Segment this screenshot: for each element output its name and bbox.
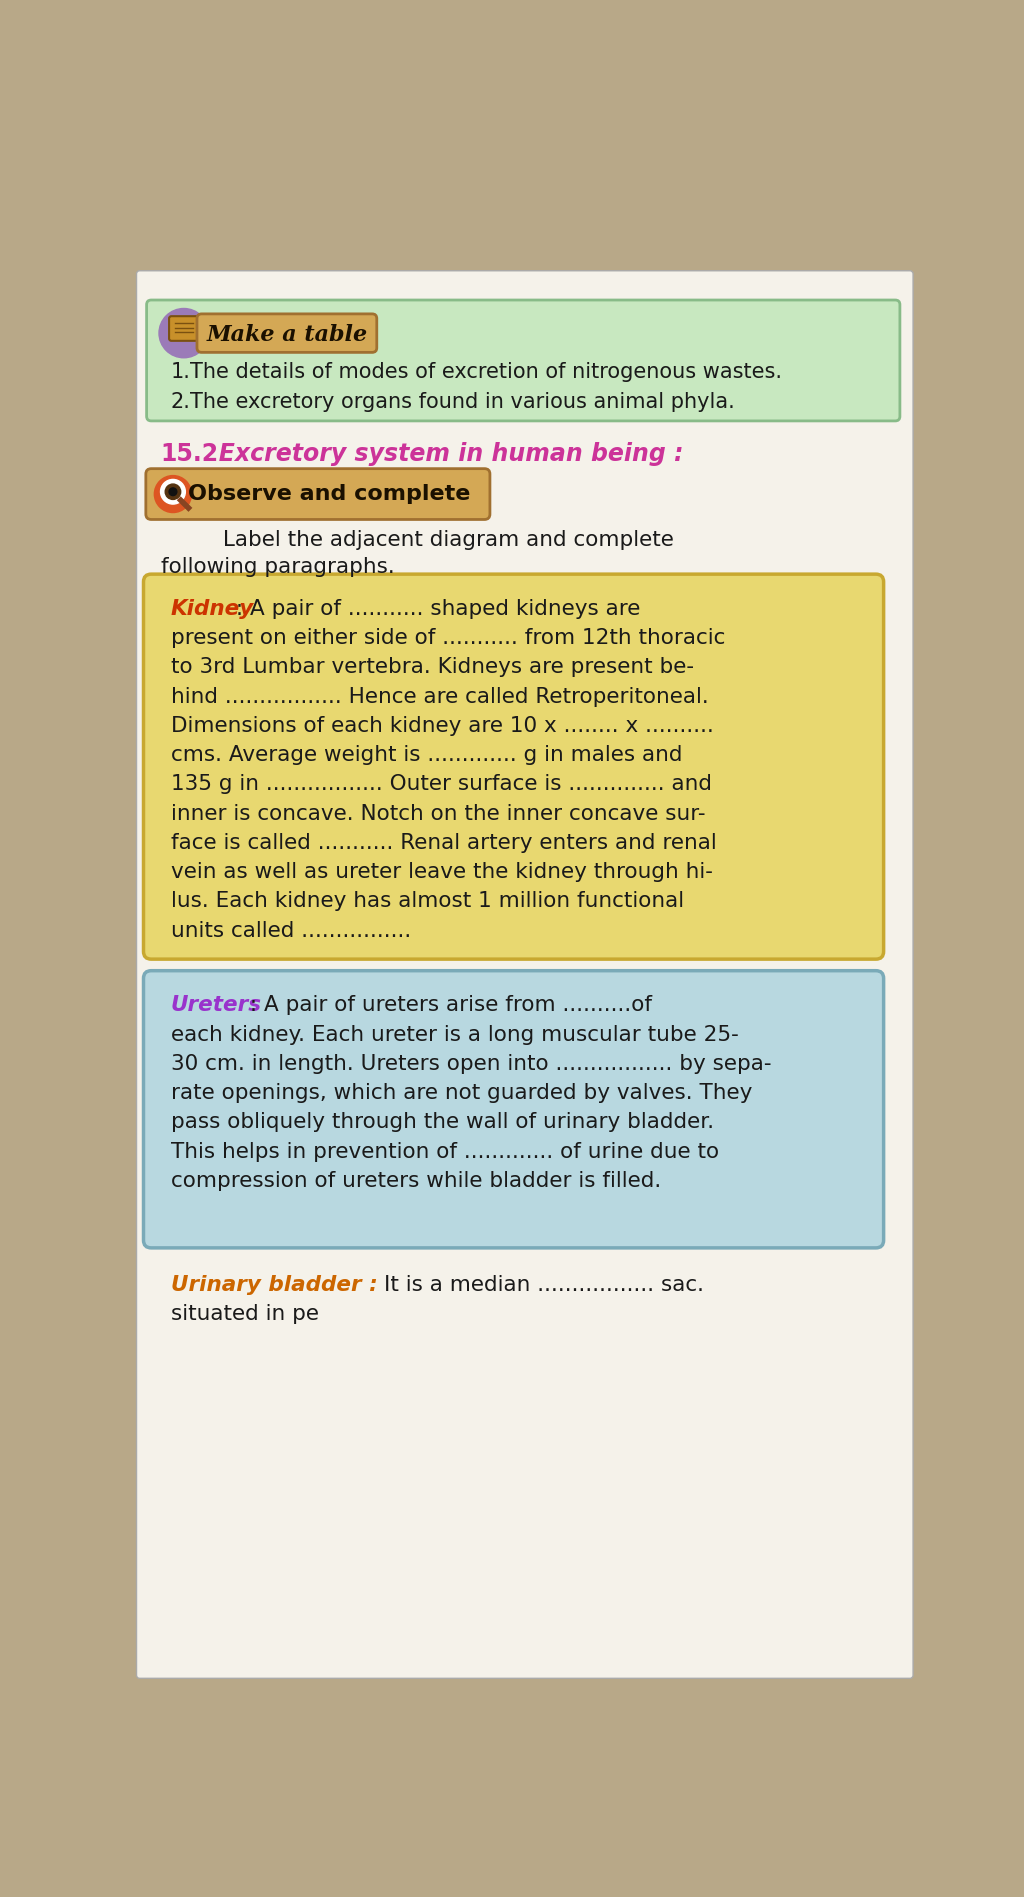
FancyBboxPatch shape — [143, 971, 884, 1248]
Text: This helps in prevention of ............. of urine due to: This helps in prevention of ............… — [171, 1142, 719, 1161]
Text: Urinary bladder :: Urinary bladder : — [171, 1275, 378, 1296]
FancyBboxPatch shape — [146, 300, 900, 421]
Text: inner is concave. Notch on the inner concave sur-: inner is concave. Notch on the inner con… — [171, 804, 706, 823]
Text: lus. Each kidney has almost 1 million functional: lus. Each kidney has almost 1 million fu… — [171, 892, 684, 911]
Text: rate openings, which are not guarded by valves. They: rate openings, which are not guarded by … — [171, 1083, 752, 1104]
Circle shape — [155, 476, 191, 512]
Text: 1.: 1. — [171, 362, 190, 383]
Text: Observe and complete: Observe and complete — [188, 484, 471, 505]
Text: vein as well as ureter leave the kidney through hi-: vein as well as ureter leave the kidney … — [171, 861, 713, 882]
Text: Label the adjacent diagram and complete: Label the adjacent diagram and complete — [161, 531, 674, 550]
Text: It is a median ................. sac.: It is a median ................. sac. — [384, 1275, 703, 1296]
FancyBboxPatch shape — [169, 317, 199, 341]
FancyBboxPatch shape — [136, 271, 913, 1679]
Text: 30 cm. in length. Ureters open into ................. by sepa-: 30 cm. in length. Ureters open into ....… — [171, 1055, 771, 1074]
Circle shape — [159, 309, 209, 359]
Text: Kidney: Kidney — [171, 599, 254, 618]
Circle shape — [169, 488, 177, 495]
Text: The excretory organs found in various animal phyla.: The excretory organs found in various an… — [190, 391, 735, 412]
Text: : A pair of ........... shaped kidneys are: : A pair of ........... shaped kidneys a… — [228, 599, 640, 618]
Text: hind ................. Hence are called Retroperitoneal.: hind ................. Hence are called … — [171, 687, 709, 706]
Circle shape — [165, 484, 180, 499]
Text: Excretory system in human being :: Excretory system in human being : — [194, 442, 683, 465]
Text: present on either side of ........... from 12th thoracic: present on either side of ........... fr… — [171, 628, 725, 649]
Text: : A pair of ureters arise from ..........of: : A pair of ureters arise from .........… — [243, 996, 651, 1015]
Text: units called ................: units called ................ — [171, 920, 411, 941]
Text: pass obliquely through the wall of urinary bladder.: pass obliquely through the wall of urina… — [171, 1112, 714, 1133]
Text: cms. Average weight is ............. g in males and: cms. Average weight is ............. g i… — [171, 746, 682, 764]
Text: 15.2: 15.2 — [161, 442, 219, 465]
Text: Dimensions of each kidney are 10 x ........ x ..........: Dimensions of each kidney are 10 x .....… — [171, 715, 714, 736]
FancyBboxPatch shape — [145, 469, 489, 520]
Text: compression of ureters while bladder is filled.: compression of ureters while bladder is … — [171, 1170, 660, 1191]
Text: 135 g in ................. Outer surface is .............. and: 135 g in ................. Outer surface… — [171, 774, 712, 795]
Text: 2.: 2. — [171, 391, 190, 412]
Text: Make a table: Make a table — [206, 324, 368, 345]
Text: following paragraphs.: following paragraphs. — [161, 558, 394, 577]
FancyBboxPatch shape — [143, 575, 884, 960]
Text: each kidney. Each ureter is a long muscular tube 25-: each kidney. Each ureter is a long muscu… — [171, 1024, 738, 1045]
Text: Ureters: Ureters — [171, 996, 261, 1015]
Text: to 3rd Lumbar vertebra. Kidneys are present be-: to 3rd Lumbar vertebra. Kidneys are pres… — [171, 656, 693, 677]
Text: The details of modes of excretion of nitrogenous wastes.: The details of modes of excretion of nit… — [190, 362, 782, 383]
Text: situated in pe: situated in pe — [171, 1303, 318, 1324]
Text: face is called ........... Renal artery enters and renal: face is called ........... Renal artery … — [171, 833, 717, 854]
FancyBboxPatch shape — [197, 313, 377, 353]
Circle shape — [161, 480, 185, 505]
